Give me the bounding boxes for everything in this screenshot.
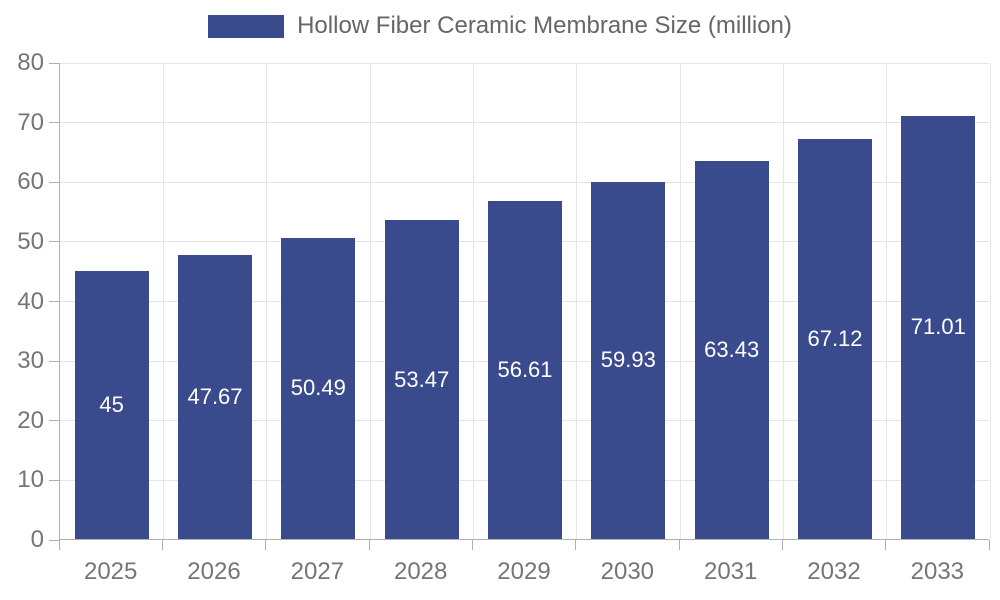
x-tick-label: 2031	[703, 558, 758, 585]
gridline-vertical	[989, 63, 991, 539]
bar-value-label: 47.67	[187, 383, 243, 409]
gridline-horizontal	[60, 122, 989, 124]
y-axis-tick	[49, 301, 59, 302]
y-axis-tick	[49, 420, 59, 422]
legend-swatch-icon	[208, 14, 285, 38]
x-axis-tick	[885, 540, 887, 550]
bar-value-label: 63.43	[704, 336, 760, 362]
bar-value-label: 59.93	[600, 347, 656, 373]
x-axis-tick	[265, 540, 267, 550]
y-axis-tick	[49, 241, 59, 243]
gridline-horizontal	[60, 62, 989, 64]
bar[interactable]: 71.01	[901, 115, 976, 539]
x-tick-label: 2030	[600, 558, 655, 585]
x-axis-tick	[368, 540, 370, 550]
gridline-vertical	[679, 63, 681, 539]
x-tick-label: 2029	[497, 558, 551, 585]
y-tick-label: 0	[30, 526, 44, 553]
bar-value-label: 56.61	[497, 357, 553, 383]
x-axis-tick	[161, 540, 163, 550]
gridline-vertical	[576, 63, 578, 539]
gridline-vertical	[782, 63, 784, 539]
y-axis-tick	[49, 122, 59, 124]
y-axis-tick	[49, 539, 59, 541]
bar[interactable]: 53.47	[384, 220, 459, 539]
bar-value-label: 45	[99, 391, 124, 417]
gridline-vertical	[472, 63, 474, 539]
y-axis-tick	[49, 181, 59, 183]
gridline-vertical	[162, 63, 164, 539]
y-tick-label: 10	[17, 466, 44, 494]
bar[interactable]: 59.93	[591, 181, 666, 539]
bar-value-label: 71.01	[910, 314, 966, 340]
legend-label: Hollow Fiber Ceramic Membrane Size (mill…	[297, 12, 792, 39]
gridline-horizontal	[60, 181, 989, 183]
y-tick-label: 50	[17, 227, 44, 255]
y-tick-label: 40	[17, 287, 44, 315]
bar[interactable]: 50.49	[281, 237, 356, 539]
y-axis-tick	[49, 62, 59, 64]
bar-value-label: 53.47	[394, 366, 450, 392]
bar[interactable]: 63.43	[694, 160, 769, 539]
bar-value-label: 67.12	[807, 325, 863, 351]
y-tick-label: 30	[17, 347, 44, 375]
x-axis-tick	[988, 540, 990, 550]
x-axis-tick	[471, 540, 473, 550]
y-tick-label: 70	[17, 108, 44, 136]
bar[interactable]: 45	[74, 270, 149, 539]
x-axis-tick	[58, 540, 60, 550]
x-tick-label: 2032	[807, 558, 861, 585]
x-tick-label: 2025	[83, 558, 138, 585]
y-axis-tick	[49, 479, 59, 481]
x-axis-tick	[781, 540, 783, 550]
x-axis-tick	[575, 540, 577, 550]
y-tick-label: 60	[17, 168, 44, 196]
bar-value-label: 50.49	[290, 375, 346, 401]
y-tick-label: 80	[17, 49, 44, 76]
plot-area: 45 47.67 50.49 53.47 56.61 59.93 63.43 67.12 71.…	[59, 62, 991, 540]
chart-legend[interactable]: Hollow Fiber Ceramic Membrane Size (mill…	[0, 12, 1000, 41]
gridline-vertical	[266, 63, 268, 539]
x-tick-label: 2027	[290, 558, 345, 585]
x-tick-label: 2028	[393, 558, 448, 585]
bar[interactable]: 56.61	[488, 201, 562, 539]
y-axis-tick	[49, 360, 59, 362]
bar[interactable]: 67.12	[798, 138, 872, 539]
bar[interactable]: 47.67	[178, 254, 252, 539]
y-tick-label: 20	[17, 406, 44, 434]
x-tick-label: 2026	[187, 558, 241, 585]
x-axis-tick	[678, 540, 680, 550]
gridline-vertical	[369, 63, 371, 539]
x-tick-label: 2033	[910, 558, 965, 585]
gridline-vertical	[886, 63, 888, 539]
